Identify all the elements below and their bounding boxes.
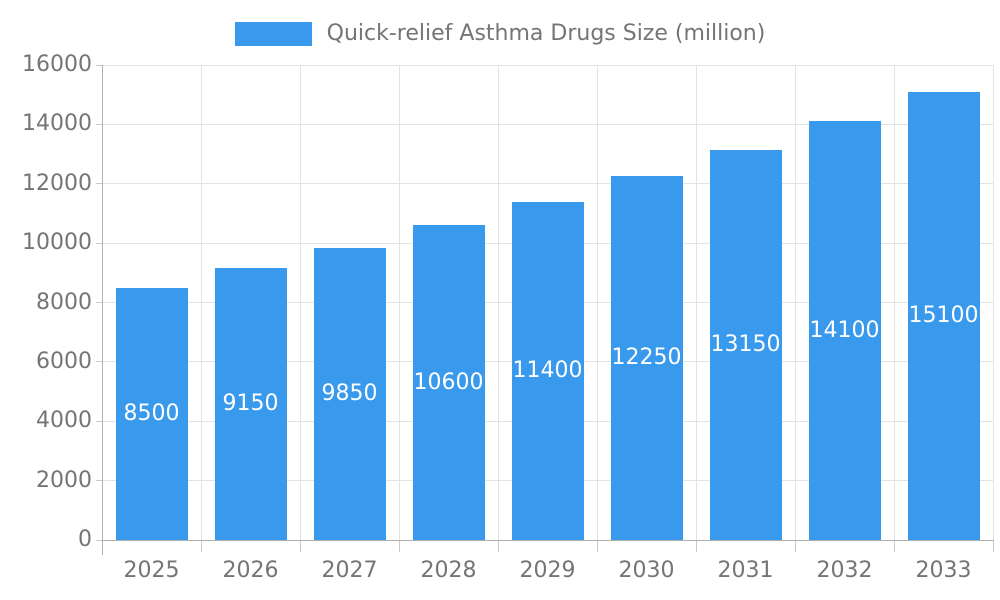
y-tick xyxy=(96,361,102,363)
legend-swatch-icon xyxy=(234,22,312,46)
x-tick xyxy=(200,540,202,552)
x-axis-label: 2029 xyxy=(519,558,576,583)
bar-value-label: 13150 xyxy=(710,331,781,357)
bar-value-label: 10600 xyxy=(413,369,484,395)
gridline-vertical xyxy=(299,65,301,540)
gridline-horizontal xyxy=(102,183,993,185)
gridline-horizontal xyxy=(102,123,993,125)
bar[interactable] xyxy=(313,247,386,540)
x-tick xyxy=(398,540,400,552)
bar-value-label: 14100 xyxy=(809,317,880,343)
bar-value-label: 9850 xyxy=(321,380,378,406)
y-tick xyxy=(96,539,102,541)
bar-value-label: 15100 xyxy=(908,302,979,328)
y-axis-line xyxy=(101,65,103,555)
bar-value-label: 12250 xyxy=(611,345,682,371)
gridline-vertical xyxy=(893,65,895,540)
bar[interactable] xyxy=(214,268,287,540)
y-axis-label: 6000 xyxy=(36,348,92,374)
y-axis-label: 16000 xyxy=(22,52,92,77)
x-tick xyxy=(497,540,499,552)
y-tick xyxy=(96,183,102,185)
bar-value-label: 9150 xyxy=(222,391,279,417)
x-tick xyxy=(695,540,697,552)
x-axis-label: 2033 xyxy=(915,558,972,583)
y-tick xyxy=(96,123,102,125)
gridline-vertical xyxy=(398,65,400,540)
x-axis-label: 2028 xyxy=(420,558,477,583)
y-axis-label: 12000 xyxy=(22,170,92,196)
bar[interactable] xyxy=(610,176,683,540)
y-tick xyxy=(96,302,102,303)
bar[interactable] xyxy=(808,121,881,540)
x-axis-label: 2025 xyxy=(123,558,180,583)
x-axis-label: 2031 xyxy=(717,558,774,583)
gridline-vertical xyxy=(200,65,202,540)
legend-label: Quick-relief Asthma Drugs Size (million) xyxy=(326,21,766,46)
x-axis-label: 2027 xyxy=(321,558,378,583)
y-axis-label: 2000 xyxy=(36,467,92,493)
gridline-vertical xyxy=(992,65,994,540)
legend[interactable]: Quick-relief Asthma Drugs Size (million) xyxy=(0,20,1000,48)
bar[interactable] xyxy=(115,287,188,540)
x-tick xyxy=(794,540,796,552)
bar[interactable] xyxy=(412,225,485,540)
x-tick xyxy=(299,540,301,552)
gridline-vertical xyxy=(794,65,796,540)
y-tick xyxy=(96,64,102,66)
gridline-vertical xyxy=(497,65,499,540)
x-axis-label: 2026 xyxy=(222,558,279,583)
gridline-vertical xyxy=(596,65,598,540)
y-axis-label: 4000 xyxy=(36,408,92,434)
x-axis-line xyxy=(102,539,994,541)
bar[interactable] xyxy=(709,149,782,540)
x-axis-label: 2030 xyxy=(618,558,675,583)
bar-value-label: 8500 xyxy=(123,400,180,426)
x-tick xyxy=(893,540,895,552)
bar[interactable] xyxy=(511,201,584,540)
x-axis-label: 2032 xyxy=(816,558,873,583)
gridline-vertical xyxy=(695,65,697,540)
bar[interactable] xyxy=(907,91,980,540)
y-tick xyxy=(96,420,102,422)
y-axis-label: 0 xyxy=(78,527,92,552)
y-tick xyxy=(96,480,102,482)
y-axis-label: 14000 xyxy=(22,111,92,137)
x-tick xyxy=(992,540,994,552)
y-axis-label: 10000 xyxy=(22,230,92,256)
bar-value-label: 11400 xyxy=(512,357,583,383)
x-tick xyxy=(596,540,598,552)
gridline-horizontal xyxy=(102,64,993,66)
y-tick xyxy=(96,242,102,244)
y-axis-label: 8000 xyxy=(36,289,92,315)
plot-area: 8500 9150 9850 10600 11400 12250 13150 14100 151… xyxy=(102,64,994,540)
